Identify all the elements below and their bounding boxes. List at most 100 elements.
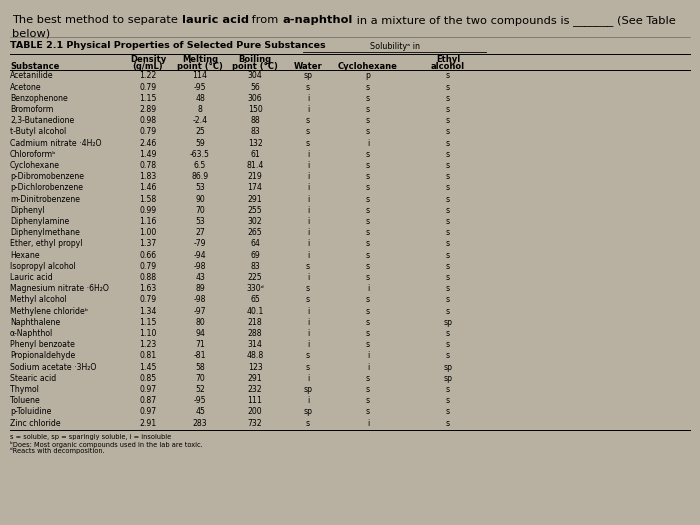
Text: 69: 69	[250, 251, 260, 260]
Text: 0.98: 0.98	[139, 117, 157, 125]
Text: 1.46: 1.46	[139, 184, 157, 193]
Text: 90: 90	[195, 195, 205, 204]
Text: s: s	[366, 262, 370, 271]
Text: 8: 8	[197, 105, 202, 114]
Text: s: s	[306, 419, 310, 428]
Text: 1.16: 1.16	[139, 217, 157, 226]
Text: Stearic acid: Stearic acid	[10, 374, 56, 383]
Text: Hexane: Hexane	[10, 251, 40, 260]
Text: 86.9: 86.9	[191, 172, 209, 181]
Text: ᵇDoes: Most organic compounds used in the lab are toxic.: ᵇDoes: Most organic compounds used in th…	[10, 441, 203, 448]
Text: s: s	[366, 228, 370, 237]
Text: s: s	[366, 251, 370, 260]
Text: i: i	[307, 206, 309, 215]
Text: point (°C): point (°C)	[177, 62, 223, 71]
Text: i: i	[307, 172, 309, 181]
Text: s: s	[306, 128, 310, 136]
Text: s: s	[446, 172, 450, 181]
Text: s: s	[366, 318, 370, 327]
Text: 2.89: 2.89	[139, 105, 157, 114]
Text: 111: 111	[248, 396, 262, 405]
Text: -95: -95	[194, 396, 206, 405]
Text: s: s	[446, 340, 450, 349]
Text: s: s	[366, 217, 370, 226]
Text: 1.58: 1.58	[139, 195, 157, 204]
Text: i: i	[307, 105, 309, 114]
Text: 1.22: 1.22	[139, 71, 157, 80]
Text: 64: 64	[250, 239, 260, 248]
Text: 304: 304	[248, 71, 262, 80]
Text: s: s	[446, 285, 450, 293]
Text: s: s	[306, 352, 310, 361]
Text: s: s	[306, 117, 310, 125]
Text: s: s	[306, 83, 310, 92]
Text: Water: Water	[293, 62, 323, 71]
Text: s: s	[446, 262, 450, 271]
Text: i: i	[307, 340, 309, 349]
Text: 2.91: 2.91	[139, 419, 157, 428]
Text: s: s	[306, 262, 310, 271]
Text: s: s	[306, 296, 310, 304]
Text: -98: -98	[194, 262, 206, 271]
Text: Acetone: Acetone	[10, 83, 41, 92]
Text: s: s	[366, 239, 370, 248]
Text: s: s	[306, 285, 310, 293]
Text: 70: 70	[195, 374, 205, 383]
Text: s: s	[366, 128, 370, 136]
Text: sp: sp	[304, 71, 312, 80]
Text: s: s	[446, 239, 450, 248]
Text: i: i	[307, 195, 309, 204]
Text: s: s	[446, 296, 450, 304]
Text: 65: 65	[250, 296, 260, 304]
Text: ᵈReacts with decomposition.: ᵈReacts with decomposition.	[10, 447, 105, 455]
Text: s: s	[446, 117, 450, 125]
Text: 25: 25	[195, 128, 205, 136]
Text: Diphenylamine: Diphenylamine	[10, 217, 69, 226]
Text: 1.49: 1.49	[139, 150, 157, 159]
Text: 218: 218	[248, 318, 262, 327]
Text: 1.15: 1.15	[139, 94, 157, 103]
Text: 56: 56	[250, 83, 260, 92]
Text: s: s	[446, 94, 450, 103]
Text: -63.5: -63.5	[190, 150, 210, 159]
Text: s: s	[366, 407, 370, 416]
Text: -2.4: -2.4	[193, 117, 208, 125]
Text: Solubilityᵃ in: Solubilityᵃ in	[370, 42, 419, 51]
Text: m-Dinitrobenzene: m-Dinitrobenzene	[10, 195, 80, 204]
Text: 94: 94	[195, 329, 205, 338]
Text: s: s	[366, 396, 370, 405]
Text: Melting: Melting	[182, 55, 218, 64]
Text: 70: 70	[195, 206, 205, 215]
Text: p-Dibromobenzene: p-Dibromobenzene	[10, 172, 84, 181]
Text: 0.79: 0.79	[139, 83, 157, 92]
Text: s: s	[366, 172, 370, 181]
Text: 81.4: 81.4	[246, 161, 264, 170]
Text: (g/mL): (g/mL)	[133, 62, 163, 71]
Text: 265: 265	[248, 228, 262, 237]
Text: 219: 219	[248, 172, 262, 181]
Text: p: p	[365, 71, 370, 80]
Text: -81: -81	[194, 352, 206, 361]
Text: 0.97: 0.97	[139, 385, 157, 394]
Text: Cadmium nitrate ·4H₂O: Cadmium nitrate ·4H₂O	[10, 139, 101, 148]
Text: 53: 53	[195, 184, 205, 193]
Text: lauric acid: lauric acid	[181, 15, 248, 25]
Text: 232: 232	[248, 385, 262, 394]
Text: i: i	[307, 228, 309, 237]
Text: i: i	[367, 419, 369, 428]
Text: Cyclohexane: Cyclohexane	[338, 62, 398, 71]
Text: 291: 291	[248, 195, 262, 204]
Text: s = soluble, sp = sparingly soluble, i = insoluble: s = soluble, sp = sparingly soluble, i =…	[10, 434, 172, 440]
Text: Ethyl: Ethyl	[436, 55, 460, 64]
Text: i: i	[367, 285, 369, 293]
Text: 59: 59	[195, 139, 205, 148]
Text: s: s	[366, 329, 370, 338]
Text: t-Butyl alcohol: t-Butyl alcohol	[10, 128, 66, 136]
Text: 48.8: 48.8	[246, 352, 264, 361]
Text: 174: 174	[248, 184, 262, 193]
Text: s: s	[446, 228, 450, 237]
Text: 114: 114	[193, 71, 207, 80]
Text: 0.99: 0.99	[139, 206, 157, 215]
Text: s: s	[366, 206, 370, 215]
Text: 150: 150	[248, 105, 262, 114]
